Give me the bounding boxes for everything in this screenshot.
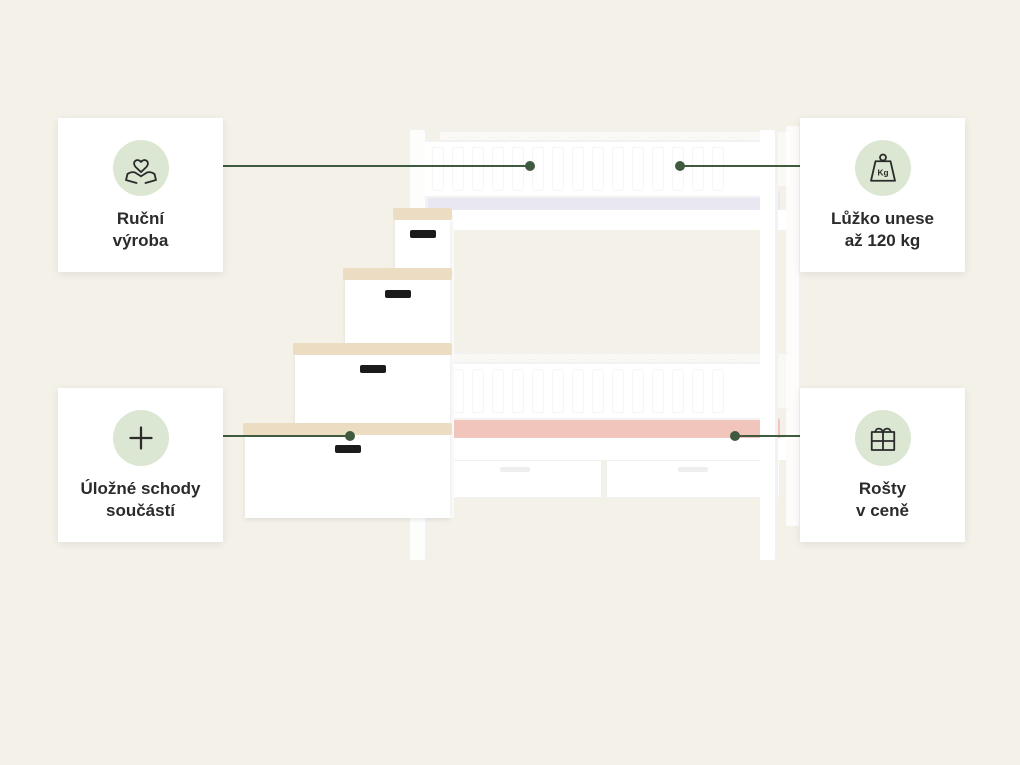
top-bunk-front-rail bbox=[425, 140, 775, 198]
feature-label: Ruční výroba bbox=[68, 208, 213, 252]
plus-icon bbox=[113, 410, 169, 466]
bottom-bunk-front-rail bbox=[425, 362, 775, 420]
hands-heart-icon bbox=[113, 140, 169, 196]
feature-card-storage: Úložné schody součástí bbox=[58, 388, 223, 542]
feature-label: Úložné schody součástí bbox=[68, 478, 213, 522]
feature-card-slats: Rošty v ceně bbox=[800, 388, 965, 542]
bunk-bed-illustration bbox=[250, 130, 810, 570]
feature-card-handmade: Ruční výroba bbox=[58, 118, 223, 272]
feature-label: Rošty v ceně bbox=[810, 478, 955, 522]
svg-text:Kg: Kg bbox=[877, 169, 888, 178]
bottom-platform bbox=[420, 438, 786, 460]
underbed-drawers bbox=[428, 460, 780, 498]
feature-label: Lůžko unese až 120 kg bbox=[810, 208, 955, 252]
kg-weight-icon: Kg bbox=[855, 140, 911, 196]
bed-post bbox=[760, 130, 778, 560]
feature-card-capacity: Kg Lůžko unese až 120 kg bbox=[800, 118, 965, 272]
storage-stairs bbox=[250, 218, 470, 518]
gift-icon bbox=[855, 410, 911, 466]
top-platform bbox=[420, 210, 786, 230]
